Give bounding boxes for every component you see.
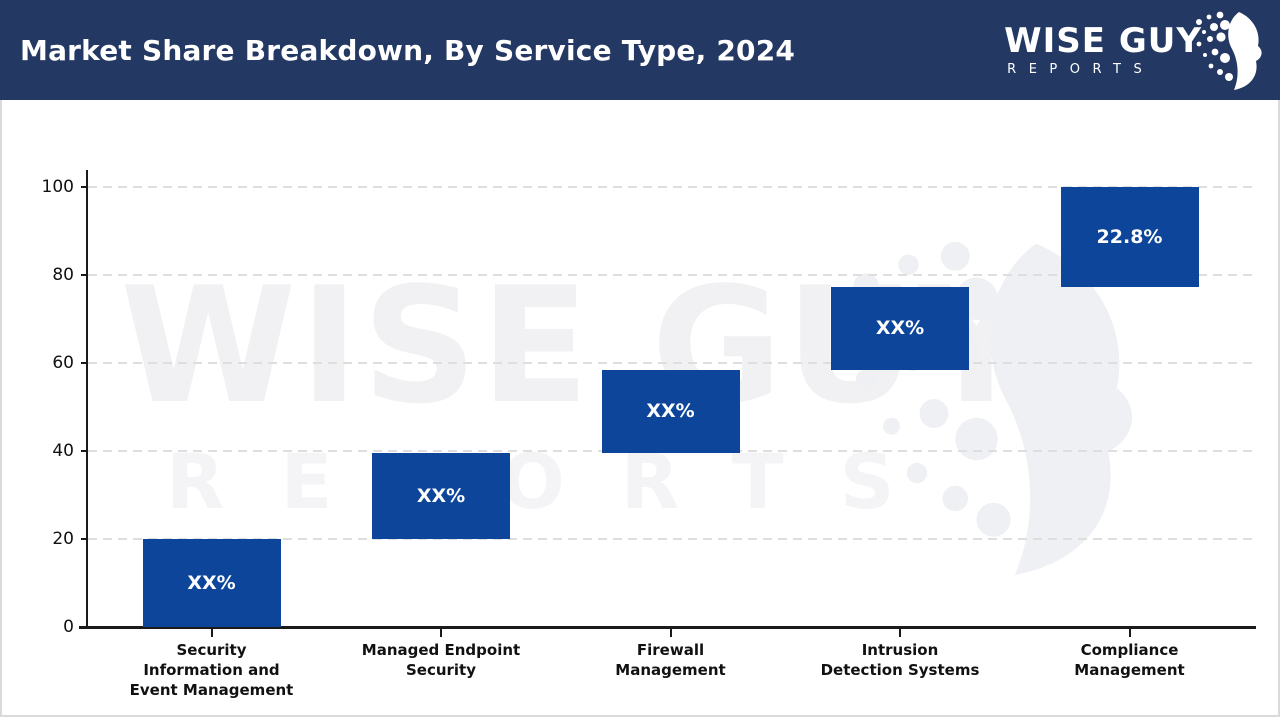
y-tick-label: 40 <box>52 441 74 461</box>
x-tick <box>210 629 213 637</box>
y-tick-label: 100 <box>41 177 74 197</box>
x-axis-line <box>79 626 1256 629</box>
bar-value-label: XX% <box>646 400 695 423</box>
y-tick-label: 60 <box>52 353 74 373</box>
plot: 0 20 40 60 80 100 XX% Security Information and Ev… <box>0 100 1280 720</box>
category-label: Security Information and Event Management <box>129 641 294 699</box>
category-label: Intrusion Detection Systems <box>820 641 980 679</box>
bar: XX% <box>831 287 969 370</box>
watermark-brand-subtitle: REPORTS <box>166 437 951 526</box>
y-tick <box>81 362 88 364</box>
bar: 22.8% <box>1060 187 1199 288</box>
gridline <box>88 538 1256 540</box>
brand-logo: WISE GUY REPORTS <box>1004 8 1268 92</box>
y-tick <box>81 186 88 188</box>
y-tick-label: 0 <box>63 617 74 637</box>
brand-name: WISE GUY <box>1004 21 1202 61</box>
chart-title: Market Share Breakdown, By Service Type,… <box>20 33 796 67</box>
bar: XX% <box>142 539 281 627</box>
header-bar: Market Share Breakdown, By Service Type,… <box>0 0 1280 100</box>
y-tick <box>81 538 88 540</box>
y-tick-label: 20 <box>52 529 74 549</box>
bar-value-label: XX% <box>416 485 466 508</box>
x-tick <box>899 629 901 637</box>
bar-value-label: 22.8% <box>1096 226 1163 249</box>
category-label: Managed Endpoint Security <box>361 641 521 679</box>
x-tick <box>440 629 442 637</box>
chart-area: WISE GUY REPORTS 0 20 40 60 80 100 XX% Security… <box>0 100 1280 720</box>
y-tick <box>81 450 88 452</box>
bar-value-label: XX% <box>187 572 236 594</box>
gridline <box>88 362 1256 364</box>
y-axis-line <box>86 170 88 629</box>
bar: XX% <box>601 369 740 454</box>
category-label: Firewall Management <box>615 641 726 679</box>
gridline <box>88 186 1256 188</box>
brand-face-icon <box>1196 11 1262 90</box>
brand-subtitle: REPORTS <box>1007 62 1155 77</box>
bar-value-label: XX% <box>875 317 925 340</box>
brand-logo-text: WISE GUY REPORTS <box>1004 24 1202 76</box>
y-tick <box>81 274 88 276</box>
x-tick <box>669 629 672 637</box>
gridline <box>88 274 1256 276</box>
x-tick <box>1128 629 1131 637</box>
bar: XX% <box>372 453 510 539</box>
category-label: Compliance Management <box>1074 641 1185 679</box>
y-tick-label: 80 <box>52 265 74 285</box>
